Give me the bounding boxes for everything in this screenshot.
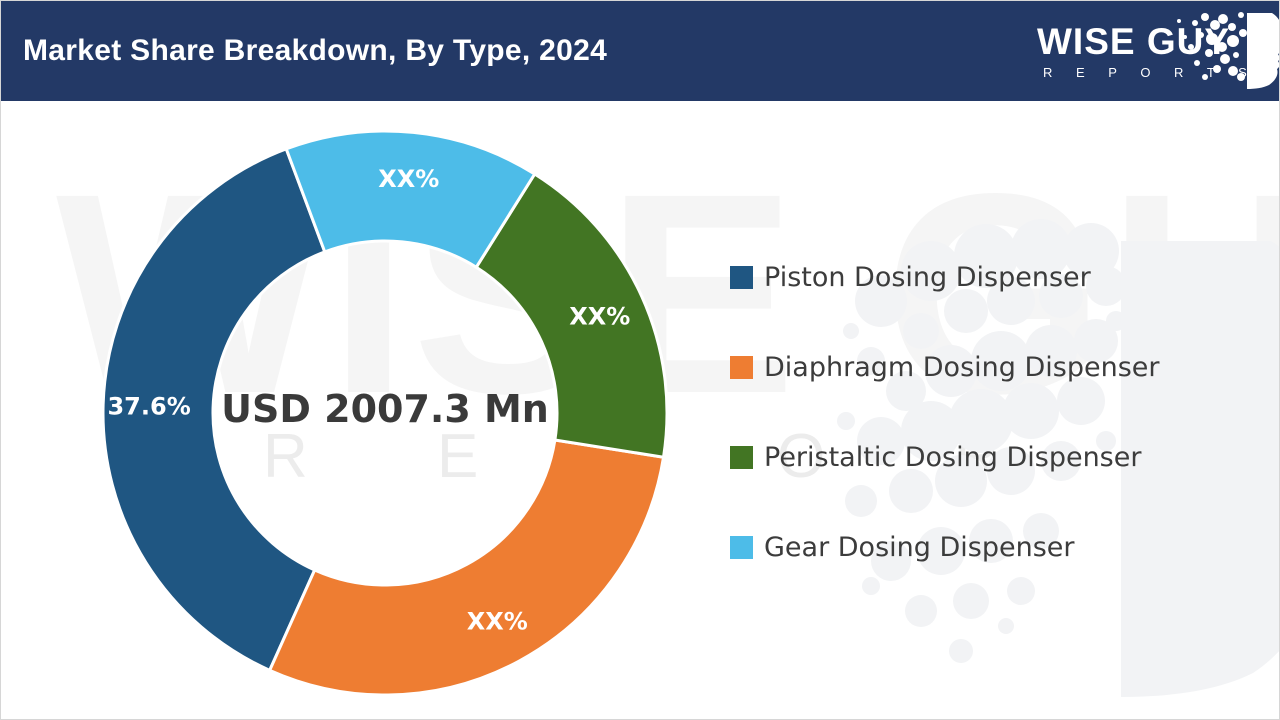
head-dot: [1206, 33, 1218, 45]
head-dot: [1007, 577, 1035, 605]
watermark-head-icon: [837, 219, 1279, 697]
head-dot: [954, 224, 1018, 288]
head-dot: [1210, 20, 1220, 30]
head-dot: [949, 389, 1013, 453]
head-dot: [917, 527, 965, 575]
head-dot: [843, 323, 859, 339]
donut-segment-diaphragm-dosing-dispenser: [267, 438, 666, 697]
head-dot: [1217, 42, 1227, 52]
head-dot: [903, 313, 939, 349]
face-profile-icon: [1247, 13, 1279, 89]
head-dot: [862, 577, 880, 595]
head-dot: [944, 289, 988, 333]
head-dot: [837, 412, 855, 430]
head-dot: [1025, 325, 1077, 377]
head-dot: [1205, 49, 1213, 57]
donut-chart: 37.6% XX% XX% XX%: [101, 129, 669, 697]
head-dot: [1194, 60, 1200, 66]
legend-item-gear-dosing-dispenser: Gear Dosing Dispenser: [730, 531, 1159, 563]
head-dot: [901, 401, 961, 461]
head-dot: [1003, 383, 1059, 439]
slice-label: XX%: [569, 302, 630, 330]
legend-label: Peristaltic Dosing Dispenser: [764, 441, 1142, 473]
legend-item-piston-dosing-dispenser: Piston Dosing Dispenser: [730, 261, 1159, 293]
chart-area: WISE GUY R E P O R T S 37.6%XX%XX%XX% US…: [1, 101, 1279, 719]
head-dot: [1057, 377, 1105, 425]
face-profile-icon: [1121, 241, 1279, 697]
head-dot: [1106, 311, 1126, 331]
head-dot: [905, 595, 937, 627]
chart-legend: Piston Dosing Dispenser Diaphragm Dosing …: [730, 261, 1160, 563]
head-dot: [1238, 12, 1244, 18]
head-dot: [935, 455, 987, 507]
head-dot: [857, 347, 885, 375]
slice-label: XX%: [467, 608, 528, 636]
head-dot: [886, 371, 926, 411]
head-dot: [1011, 219, 1071, 279]
legend-swatch-icon: [730, 355, 753, 379]
legend-item-peristaltic-dosing-dispenser: Peristaltic Dosing Dispenser: [730, 441, 1159, 473]
head-dot: [1063, 223, 1119, 279]
head-dot: [1074, 319, 1118, 363]
logo-sub-text: R E P O R T S: [1043, 65, 1257, 80]
donut-segment-piston-dosing-dispenser: [101, 146, 327, 673]
legend-label: Diaphragm Dosing Dispenser: [764, 351, 1160, 383]
legend-label: Gear Dosing Dispenser: [764, 531, 1075, 563]
head-dot: [1237, 73, 1245, 81]
logo-brand-text: WISE GUY: [1037, 21, 1231, 62]
head-dot: [953, 583, 989, 619]
head-dot: [1177, 19, 1181, 23]
head-dot: [857, 417, 905, 465]
head-dot: [845, 485, 877, 517]
head-dot: [1218, 14, 1228, 24]
head-dot: [1213, 65, 1221, 73]
legend-swatch-icon: [730, 535, 753, 559]
donut-segment-peristaltic-dosing-dispenser: [474, 171, 669, 459]
head-dot: [1202, 74, 1208, 80]
head-dot: [1198, 32, 1204, 38]
head-dot: [1192, 20, 1198, 26]
head-dot: [949, 639, 973, 663]
head-dot: [1188, 44, 1194, 50]
head-dot: [1228, 23, 1236, 31]
head-dot: [871, 541, 911, 581]
head-dot: [1023, 513, 1059, 549]
head-dot: [1233, 52, 1239, 58]
head-dot: [901, 241, 961, 301]
head-dot: [987, 447, 1035, 495]
slice-label: XX%: [378, 165, 439, 193]
wise-guy-reports-logo: WISE GUY R E P O R T S: [1019, 7, 1279, 95]
donut-segment-gear-dosing-dispenser: [284, 129, 537, 270]
head-dot: [1039, 274, 1083, 318]
head-dot: [1228, 66, 1238, 76]
legend-swatch-icon: [730, 265, 753, 289]
header-bar: Market Share Breakdown, By Type, 2024 WI…: [1, 1, 1279, 101]
head-dot: [1096, 431, 1116, 451]
head-dot: [969, 519, 1013, 563]
head-dot: [971, 331, 1031, 391]
legend-label: Piston Dosing Dispenser: [764, 261, 1091, 293]
head-dot: [1183, 35, 1187, 39]
page-title: Market Share Breakdown, By Type, 2024: [23, 34, 608, 67]
head-dot: [855, 275, 907, 327]
legend-swatch-icon: [730, 445, 753, 469]
head-dot: [889, 469, 933, 513]
head-dot: [1239, 29, 1247, 37]
logo-head-dots-icon: [1177, 12, 1279, 89]
head-dot: [925, 345, 977, 397]
head-dot: [998, 618, 1014, 634]
head-dot: [1086, 266, 1126, 306]
head-dot: [1041, 441, 1081, 481]
donut-center-value: USD 2007.3 Mn: [221, 387, 549, 431]
head-dot: [1201, 13, 1209, 21]
legend-item-diaphragm-dosing-dispenser: Diaphragm Dosing Dispenser: [730, 351, 1160, 383]
slice-label: 37.6%: [107, 393, 190, 421]
head-dot: [1220, 54, 1230, 64]
head-dot: [987, 277, 1035, 325]
head-dot: [1227, 35, 1239, 47]
